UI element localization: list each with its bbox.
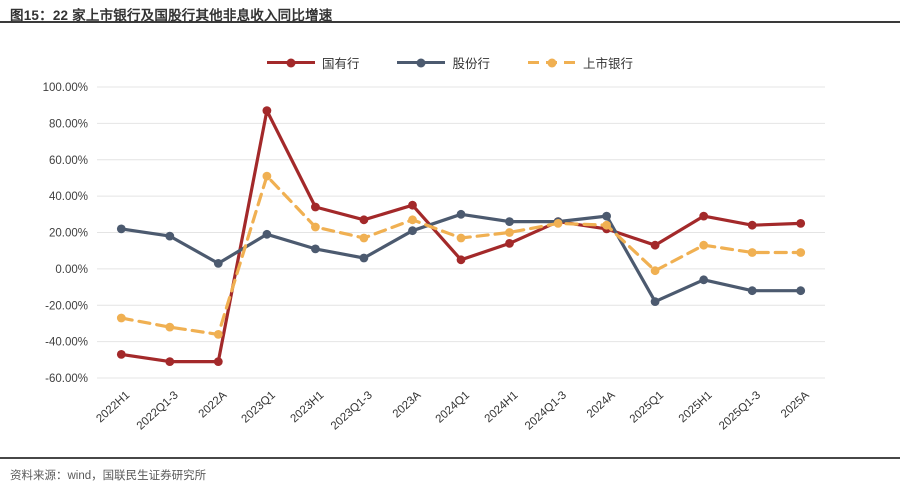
data-point-marker — [602, 211, 611, 221]
x-tick-label: 2022A — [197, 389, 230, 420]
x-tick-label: 2023A — [391, 389, 424, 420]
series-3-line — [116, 171, 806, 339]
data-point-marker — [213, 330, 223, 339]
x-tick-label: 2025H1 — [677, 389, 715, 425]
data-point-marker — [408, 226, 417, 236]
data-point-marker — [359, 253, 369, 263]
x-tick-label: 2025A — [779, 389, 812, 420]
y-tick-label: 40.00% — [49, 191, 88, 203]
line-chart: 100.00% 80.00% 60.00% 40.00% 20.00% 0.00% -20.… — [43, 82, 825, 432]
data-point-marker — [553, 219, 563, 228]
series-path — [119, 174, 803, 336]
data-point-marker — [456, 233, 466, 243]
data-point-marker — [456, 209, 466, 219]
data-point-marker — [456, 255, 466, 265]
series-2-line — [116, 209, 806, 306]
data-point-marker — [699, 211, 709, 221]
y-tick-label: 60.00% — [49, 155, 88, 167]
x-tick-label: 2024Q1-3 — [523, 389, 569, 432]
data-point-marker — [116, 224, 126, 234]
data-point-marker — [116, 313, 126, 323]
y-tick-label: -40.00% — [45, 337, 88, 349]
y-tick-label: -60.00% — [45, 373, 88, 385]
y-tick-label: 100.00% — [43, 82, 88, 94]
x-axis-labels: 2022H1 2022Q1-3 2022A 2023Q1 2023H1 2023Q1-3 2… — [94, 389, 812, 432]
data-point-marker — [262, 106, 272, 115]
data-point-marker — [359, 215, 369, 225]
data-point-marker — [165, 322, 175, 332]
x-tick-label: 2023Q1 — [239, 389, 277, 425]
figure-title: 图15：22 家上市银行及国股行其他非息收入同比增速 — [10, 8, 333, 23]
data-point-marker — [359, 233, 369, 243]
data-point-marker — [311, 244, 320, 254]
source-text: 资料来源：wind，国联民生证券研究所 — [10, 470, 207, 482]
data-point-marker — [747, 220, 757, 230]
y-axis-labels: 100.00% 80.00% 60.00% 40.00% 20.00% 0.00% -20.… — [43, 82, 88, 385]
data-point-marker — [796, 286, 806, 296]
data-point-marker — [505, 228, 514, 237]
data-point-marker — [408, 200, 417, 210]
y-tick-label: 0.00% — [55, 264, 88, 276]
y-gridlines — [97, 86, 825, 379]
data-point-marker — [165, 231, 175, 241]
y-tick-label: 20.00% — [49, 228, 88, 240]
data-point-marker — [262, 171, 272, 181]
data-point-marker — [699, 275, 709, 285]
data-point-marker — [650, 240, 660, 250]
data-point-marker — [650, 297, 660, 306]
x-tick-label: 2022Q1-3 — [135, 389, 181, 432]
x-tick-label: 2024H1 — [483, 389, 521, 425]
y-tick-label: 80.00% — [49, 118, 88, 130]
data-point-marker — [213, 259, 223, 268]
data-point-marker — [796, 248, 806, 257]
figure-header: 图15：22 家上市银行及国股行其他非息收入同比增速 — [0, 0, 900, 23]
data-point-marker — [262, 229, 272, 239]
data-point-marker — [747, 286, 757, 296]
data-point-marker — [116, 350, 126, 359]
data-point-marker — [311, 222, 320, 232]
data-point-marker — [213, 357, 223, 366]
data-point-marker — [311, 202, 320, 212]
x-tick-label: 2023H1 — [288, 389, 326, 425]
data-point-marker — [165, 357, 175, 366]
figure-footer: 资料来源：wind，国联民生证券研究所 — [0, 457, 900, 490]
x-tick-label: 2023Q1-3 — [329, 389, 375, 432]
y-tick-label: -20.00% — [45, 300, 88, 312]
data-point-marker — [796, 219, 806, 228]
data-point-marker — [650, 266, 660, 276]
data-point-marker — [747, 248, 757, 257]
data-point-marker — [699, 240, 709, 250]
data-point-marker — [505, 217, 514, 227]
data-point-marker — [408, 215, 417, 225]
x-tick-label: 2025Q1 — [628, 389, 666, 425]
x-tick-label: 2024Q1 — [434, 389, 472, 425]
x-tick-label: 2022H1 — [94, 389, 132, 425]
data-point-marker — [602, 220, 611, 230]
data-point-marker — [505, 239, 514, 248]
x-tick-label: 2025Q1-3 — [717, 389, 763, 432]
chart-area: 国有行 股份行 上市银行 100.00% 80.00% 60.00% 40.00% 20.0… — [0, 23, 900, 457]
x-tick-label: 2024A — [585, 389, 618, 420]
series-1-line — [116, 106, 806, 366]
